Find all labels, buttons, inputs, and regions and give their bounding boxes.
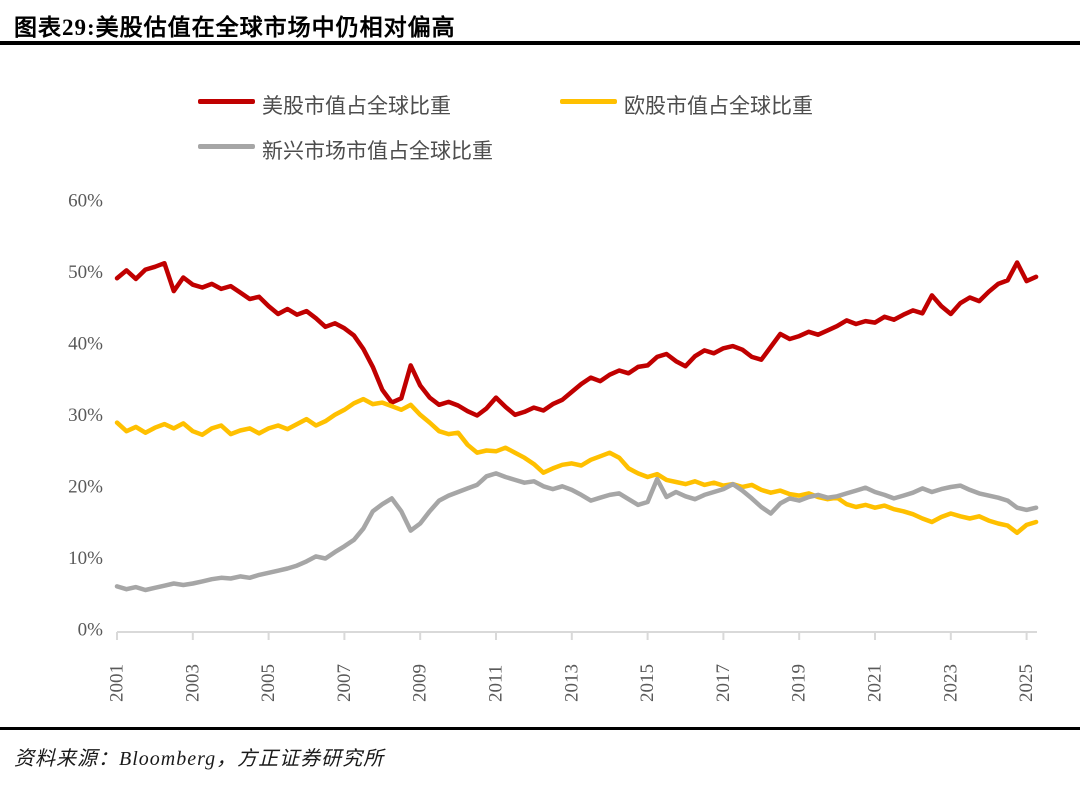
us-share-line (114, 260, 1039, 418)
x-axis-label: 2003 (182, 664, 203, 702)
legend-label-em: 新兴市场市值占全球比重 (262, 139, 493, 163)
eu-line-swatch (560, 99, 617, 104)
x-axis-label: 2015 (637, 664, 658, 702)
x-axis-label: 2007 (334, 664, 355, 702)
us-line-swatch (198, 99, 255, 104)
legend-label-us: 美股市值占全球比重 (262, 94, 451, 118)
x-axis-label: 2025 (1016, 664, 1037, 702)
eu-share-line (114, 396, 1039, 536)
y-axis-label: 40% (68, 334, 103, 355)
em-share-line (114, 471, 1039, 593)
y-axis-label: 0% (78, 620, 104, 641)
footer-divider (0, 727, 1080, 730)
em-line-swatch (198, 144, 255, 149)
x-axis-label: 2001 (107, 664, 128, 702)
x-axis-label: 2023 (940, 664, 961, 702)
y-axis-label: 60% (68, 191, 103, 212)
x-axis-label: 2009 (410, 664, 431, 702)
title-divider (0, 41, 1080, 45)
x-axis-label: 2005 (258, 664, 279, 702)
legend-label-eu: 欧股市值占全球比重 (624, 94, 813, 118)
x-axis-label: 2019 (789, 664, 810, 702)
y-axis-label: 20% (68, 477, 103, 498)
x-axis-label: 2011 (486, 665, 507, 702)
y-axis-label: 30% (68, 405, 103, 426)
x-axis-label: 2017 (713, 664, 734, 702)
y-axis-label: 10% (68, 548, 103, 569)
x-axis-label: 2013 (561, 664, 582, 702)
y-axis-label: 50% (68, 262, 103, 283)
x-axis-label: 2021 (865, 664, 886, 702)
figure-title: 图表29:美股估值在全球市场中仍相对偏高 (14, 15, 456, 40)
source-note: 资料来源：Bloomberg，方正证券研究所 (14, 748, 385, 770)
